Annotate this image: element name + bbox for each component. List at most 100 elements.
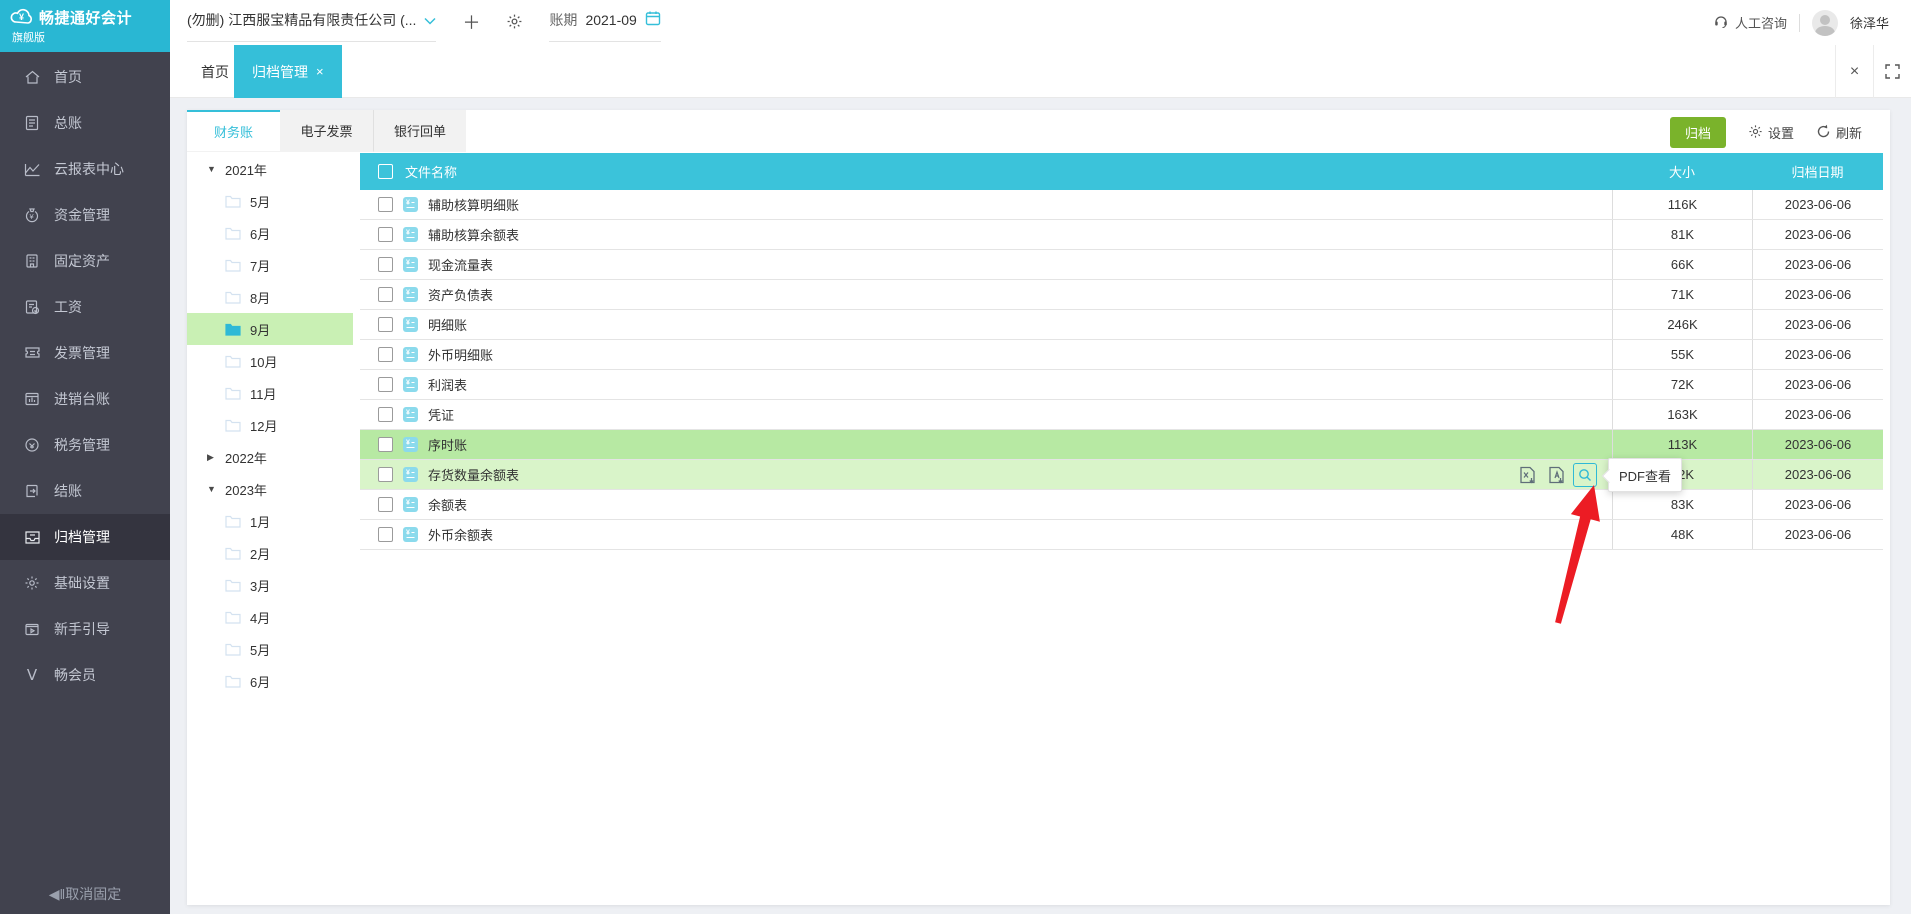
pdf-download-icon[interactable] (1544, 463, 1568, 487)
tree-month[interactable]: 12月 (187, 409, 353, 441)
row-checkbox[interactable] (378, 437, 393, 452)
settings-button[interactable]: 设置 (1748, 123, 1794, 142)
tree-year-2023[interactable]: ▼ 2023年 (187, 473, 353, 505)
excel-download-icon[interactable] (1515, 463, 1539, 487)
subtab-finance-books[interactable]: 财务账 (187, 110, 280, 152)
sidebar-item-member[interactable]: Ⅴ 畅会员 (0, 652, 170, 698)
tab-close-icon[interactable]: × (316, 64, 324, 79)
tooltip: PDF查看 (1608, 458, 1683, 492)
svg-text:¥: ¥ (406, 230, 410, 237)
file-icon: ¥ (402, 406, 419, 423)
fullscreen-icon[interactable] (1874, 45, 1911, 98)
tree-year-2022[interactable]: ▶ 2022年 (187, 441, 353, 473)
period-selector[interactable]: 账期 2021-09 (549, 4, 661, 42)
row-checkbox[interactable] (378, 377, 393, 392)
sidebar-item-label: 云报表中心 (54, 161, 124, 177)
company-selector[interactable]: (勿删) 江西服宝精品有限责任公司 (... (187, 4, 437, 42)
row-checkbox[interactable] (378, 227, 393, 242)
support-link[interactable]: 人工咨询 (1713, 13, 1787, 32)
table-row[interactable]: ¥ 辅助核算明细账 116K 2023-06-06 (360, 190, 1883, 220)
tree-month[interactable]: 4月 (187, 601, 353, 633)
company-settings-gear-icon[interactable] (506, 13, 523, 33)
row-checkbox[interactable] (378, 257, 393, 272)
row-checkbox[interactable] (378, 287, 393, 302)
row-actions (1515, 463, 1597, 487)
tree-year-2021[interactable]: ▼ 2021年 (187, 153, 353, 185)
row-checkbox[interactable] (378, 317, 393, 332)
sidebar-item-home[interactable]: 首页 (0, 54, 170, 100)
tree-month[interactable]: 1月 (187, 505, 353, 537)
sidebar-item-label: 发票管理 (54, 345, 110, 361)
sidebar-item-label: 归档管理 (54, 529, 110, 545)
table-row-selected[interactable]: ¥ 序时账 113K 2023-06-06 (360, 430, 1883, 460)
table-row[interactable]: ¥ 外币明细账 55K 2023-06-06 (360, 340, 1883, 370)
archive-date: 2023-06-06 (1752, 220, 1883, 249)
triangle-right-icon: ▶ (207, 451, 214, 462)
sidebar-item-guide[interactable]: 新手引导 (0, 606, 170, 652)
sidebar-item-funds[interactable]: ¥ 资金管理 (0, 192, 170, 238)
sidebar-item-archive[interactable]: 归档管理 (0, 514, 170, 560)
close-all-tabs-icon[interactable]: × (1849, 62, 1860, 80)
tree-month[interactable]: 3月 (187, 569, 353, 601)
sidebar-item-label: 新手引导 (54, 621, 110, 637)
sidebar-item-closing[interactable]: 结账 (0, 468, 170, 514)
row-checkbox[interactable] (378, 527, 393, 542)
invoice-icon (22, 344, 42, 362)
tree-label: 7月 (250, 258, 271, 274)
tree-month-selected[interactable]: 9月 (187, 313, 353, 345)
subtab-bank-receipt[interactable]: 银行回单 (373, 110, 466, 152)
tree-month[interactable]: 11月 (187, 377, 353, 409)
tree-month[interactable]: 10月 (187, 345, 353, 377)
period-value: 2021-09 (585, 11, 637, 28)
sidebar-item-cloud-report[interactable]: 云报表中心 (0, 146, 170, 192)
table-row[interactable]: ¥ 资产负债表 71K 2023-06-06 (360, 280, 1883, 310)
table-row-hovered[interactable]: ¥ 存货数量余额表 52K 2023-06-06 PDF查看 (360, 458, 1883, 492)
tree-month[interactable]: 5月 (187, 185, 353, 217)
row-checkbox[interactable] (378, 197, 393, 212)
row-checkbox[interactable] (378, 467, 393, 482)
archive-date: 2023-06-06 (1752, 400, 1883, 429)
sidebar-item-fixed-assets[interactable]: 固定资产 (0, 238, 170, 284)
tree-month[interactable]: 6月 (187, 665, 353, 697)
sidebar-item-general-ledger[interactable]: 总账 (0, 100, 170, 146)
tree-month[interactable]: 8月 (187, 281, 353, 313)
row-checkbox[interactable] (378, 497, 393, 512)
select-all-checkbox[interactable] (378, 164, 393, 179)
archive-date: 2023-06-06 (1752, 490, 1883, 519)
file-size: 163K (1612, 400, 1752, 429)
svg-text:¥: ¥ (406, 410, 410, 417)
row-checkbox[interactable] (378, 407, 393, 422)
table-row[interactable]: ¥ 明细账 246K 2023-06-06 (360, 310, 1883, 340)
file-table: 文件名称 大小 归档日期 ¥ 辅助核算明细账 116K 2023-06-06 ¥ 辅… (360, 153, 1883, 550)
tree-month[interactable]: 6月 (187, 217, 353, 249)
sidebar-item-label: 基础设置 (54, 575, 110, 591)
table-row[interactable]: ¥ 辅助核算余额表 81K 2023-06-06 (360, 220, 1883, 250)
tab-archive-management[interactable]: 归档管理 × (234, 45, 342, 98)
avatar[interactable] (1811, 9, 1838, 36)
table-row[interactable]: ¥ 利润表 72K 2023-06-06 (360, 370, 1883, 400)
sidebar-item-invoice[interactable]: 发票管理 (0, 330, 170, 376)
sidebar-item-tax[interactable]: 税务管理 (0, 422, 170, 468)
tab-home[interactable]: 首页 (187, 45, 243, 98)
subtab-label: 电子发票 (300, 124, 353, 139)
unpin-sidebar-button[interactable]: ◀‖取消固定 (0, 884, 170, 904)
archive-button[interactable]: 归档 (1669, 117, 1726, 148)
table-row[interactable]: ¥ 凭证 163K 2023-06-06 (360, 400, 1883, 430)
tree-month[interactable]: 5月 (187, 633, 353, 665)
refresh-button[interactable]: 刷新 (1816, 123, 1862, 142)
table-row[interactable]: ¥ 余额表 83K 2023-06-06 (360, 490, 1883, 520)
table-row[interactable]: ¥ 现金流量表 66K 2023-06-06 (360, 250, 1883, 280)
tree-label: 10月 (250, 354, 278, 370)
sidebar-item-purchase-sales[interactable]: 进销台账 (0, 376, 170, 422)
tree-month[interactable]: 7月 (187, 249, 353, 281)
file-size: 72K (1612, 370, 1752, 399)
add-company-icon[interactable]: ＋ (462, 12, 481, 33)
table-row[interactable]: ¥ 外币余额表 48K 2023-06-06 (360, 520, 1883, 550)
sidebar-item-salary[interactable]: 工资 (0, 284, 170, 330)
subtab-e-invoice[interactable]: 电子发票 (280, 110, 373, 152)
sidebar-item-settings[interactable]: 基础设置 (0, 560, 170, 606)
tree-month[interactable]: 2月 (187, 537, 353, 569)
row-checkbox[interactable] (378, 347, 393, 362)
pdf-preview-icon[interactable] (1573, 463, 1597, 487)
svg-text:¥: ¥ (406, 200, 410, 207)
